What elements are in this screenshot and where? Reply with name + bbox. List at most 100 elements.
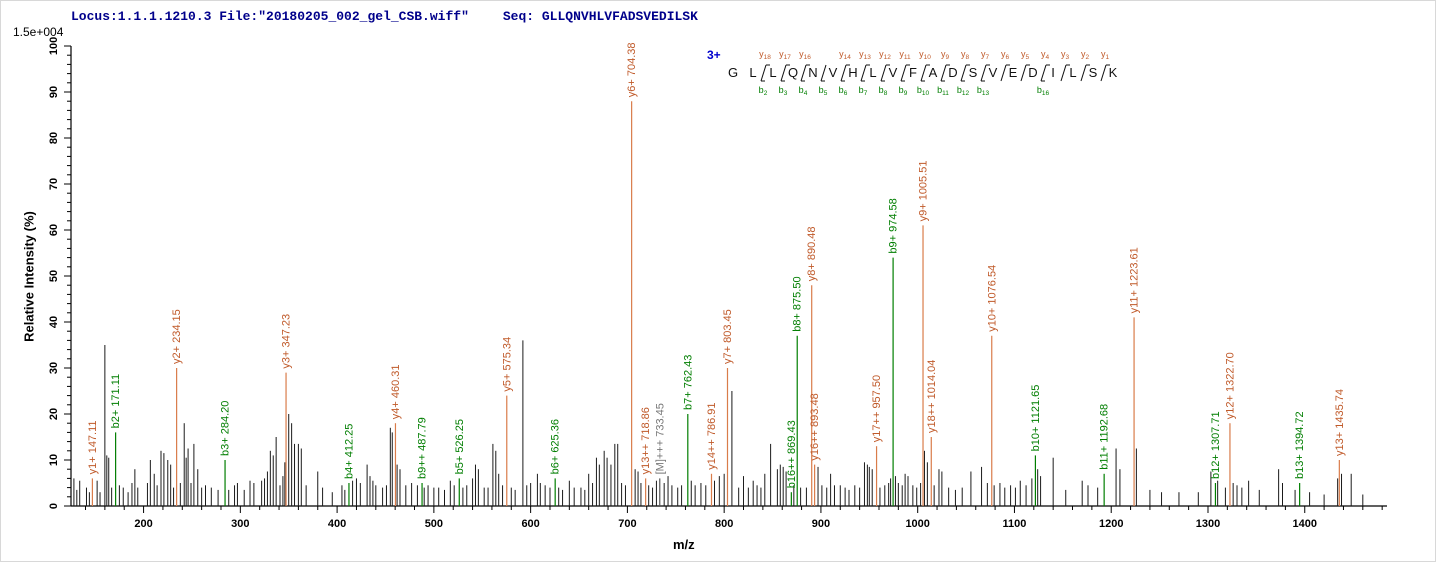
x-tick-label: 500 xyxy=(425,518,443,530)
b13-ion-marker: b13 xyxy=(977,85,990,97)
y4-ion-marker: y4 xyxy=(1041,49,1050,61)
peak-label: y1+ 147.11 xyxy=(87,420,99,474)
locus-file-label: Locus:1.1.1.1210.3 File:"20180205_002_ge… xyxy=(71,9,469,24)
y11-ion-marker: y11 xyxy=(899,49,911,61)
x-tick-label: 900 xyxy=(812,518,830,530)
x-axis-ticks: 200 300 400 500 600 700 800 900 1000 1100 1200 1300… xyxy=(85,506,1383,530)
x-tick-label: 700 xyxy=(618,518,636,530)
y17-ion-marker: y17 xyxy=(779,49,791,61)
y-tick-label: 80 xyxy=(48,132,60,144)
y7-ion-marker: y7 xyxy=(981,49,990,61)
peak-label: b13+ 1394.72 xyxy=(1294,411,1306,479)
peak-label: y13+ 1435.74 xyxy=(1334,389,1346,456)
y-tick-label: 60 xyxy=(48,224,60,236)
peak-label: y4+ 460.31 xyxy=(390,364,402,419)
peak-label: b5+ 526.25 xyxy=(454,419,466,474)
spectrum-title: Locus:1.1.1.1210.3 File:"20180205_002_ge… xyxy=(71,9,698,24)
y-tick-label: 20 xyxy=(48,408,60,420)
b7-ion-marker: b7 xyxy=(859,85,868,97)
peak-label: y16++ 893.48 xyxy=(809,393,821,460)
x-tick-label: 1200 xyxy=(1099,518,1123,530)
y-tick-label: 100 xyxy=(48,37,60,55)
peak-label: y6+ 704.38 xyxy=(626,42,638,97)
labeled-peaks xyxy=(91,101,1340,506)
unlabeled-peaks xyxy=(73,340,1364,506)
peak-label: y13++ 718.86 xyxy=(640,407,652,474)
peak-label: b6+ 625.36 xyxy=(550,419,562,474)
x-tick-label: 1100 xyxy=(1003,518,1027,530)
peak-labels: y1+ 147.11 b2+ 171.11 y2+ 234.15 b3+ 284.20… xyxy=(87,42,1346,488)
y16-ion-marker: y16 xyxy=(799,49,811,61)
residue-7-H: H xyxy=(848,65,857,80)
b6-ion-marker: b6 xyxy=(839,85,848,97)
y-tick-label: 0 xyxy=(48,503,60,509)
peak-label: b2+ 171.11 xyxy=(110,374,122,429)
residue-20-K: K xyxy=(1109,65,1118,80)
y5-ion-marker: y5 xyxy=(1021,49,1030,61)
peak-label: b16++ 869.43 xyxy=(786,420,798,488)
peak-label: b10+ 1121.65 xyxy=(1030,385,1042,452)
y3-ion-marker: y3 xyxy=(1061,49,1070,61)
residue-6-V: V xyxy=(829,65,838,80)
y-axis-ticks: 0 10 20 30 40 50 60 70 80 90 100 xyxy=(48,37,71,509)
peak-label: y9+ 1005.51 xyxy=(918,161,930,222)
y6-ion-marker: y6 xyxy=(1001,49,1010,61)
axes xyxy=(70,46,1387,507)
y-tick-label: 70 xyxy=(48,178,60,190)
peak-label: y12+ 1322.70 xyxy=(1224,352,1236,419)
x-tick-label: 1300 xyxy=(1196,518,1220,530)
y2-ion-marker: y2 xyxy=(1081,49,1090,61)
x-tick-label: 600 xyxy=(521,518,539,530)
residue-8-L: L xyxy=(869,65,876,80)
x-tick-label: 800 xyxy=(715,518,733,530)
y8-ion-marker: y8 xyxy=(961,49,970,61)
residue-15-E: E xyxy=(1009,65,1018,80)
peak-label: y18++ 1014.04 xyxy=(926,360,938,433)
y-tick-label: 90 xyxy=(48,86,60,98)
b5-ion-marker: b5 xyxy=(819,85,828,97)
x-tick-label: 300 xyxy=(231,518,249,530)
x-tick-label: 200 xyxy=(134,518,152,530)
b10-ion-marker: b10 xyxy=(917,85,930,97)
b3-ion-marker: b3 xyxy=(779,85,788,97)
peak-label: [M]+++ 733.45 xyxy=(654,403,666,474)
residue-14-V: V xyxy=(989,65,998,80)
peak-label: b7+ 762.43 xyxy=(682,355,694,410)
peak-label: b4+ 412.25 xyxy=(343,424,355,479)
y-tick-label: 10 xyxy=(48,454,60,466)
residue-5-N: N xyxy=(808,65,817,80)
b11-ion-marker: b11 xyxy=(937,85,949,97)
b2-ion-marker: b2 xyxy=(759,85,768,97)
x-tick-label: 400 xyxy=(328,518,346,530)
b8-ion-marker: b8 xyxy=(879,85,888,97)
peak-label: y14++ 786.91 xyxy=(706,403,718,470)
x-tick-label: 1400 xyxy=(1293,518,1317,530)
y12-ion-marker: y12 xyxy=(879,49,891,61)
peak-label: b12+ 1307.71 xyxy=(1210,411,1222,479)
peak-label: y8+ 890.48 xyxy=(806,226,818,281)
residue-16-D: D xyxy=(1028,65,1037,80)
peak-label: b8+ 875.50 xyxy=(792,276,804,331)
residue-12-D: D xyxy=(948,65,957,80)
y13-ion-marker: y13 xyxy=(859,49,871,61)
intensity-scale-label: 1.5e+004 xyxy=(13,25,64,39)
x-tick-label: 1000 xyxy=(905,518,929,530)
y10-ion-marker: y10 xyxy=(919,49,931,61)
peak-label: y11+ 1223.61 xyxy=(1129,247,1141,313)
b16-ion-marker: b16 xyxy=(1037,85,1050,97)
residue-11-A: A xyxy=(929,65,938,80)
y-tick-label: 50 xyxy=(48,270,60,282)
peak-label: b11+ 1192.68 xyxy=(1099,404,1111,470)
y14-ion-marker: y14 xyxy=(839,49,851,61)
residue-18-L: L xyxy=(1069,65,1076,80)
peak-label: y7+ 803.45 xyxy=(722,309,734,364)
residue-4-Q: Q xyxy=(788,65,798,80)
peak-label: b9+ 974.58 xyxy=(888,198,900,253)
y-tick-label: 40 xyxy=(48,316,60,328)
peak-label: y3+ 347.23 xyxy=(281,314,293,369)
x-axis-title: m/z xyxy=(673,537,695,552)
residue-2-L: L xyxy=(749,65,756,80)
